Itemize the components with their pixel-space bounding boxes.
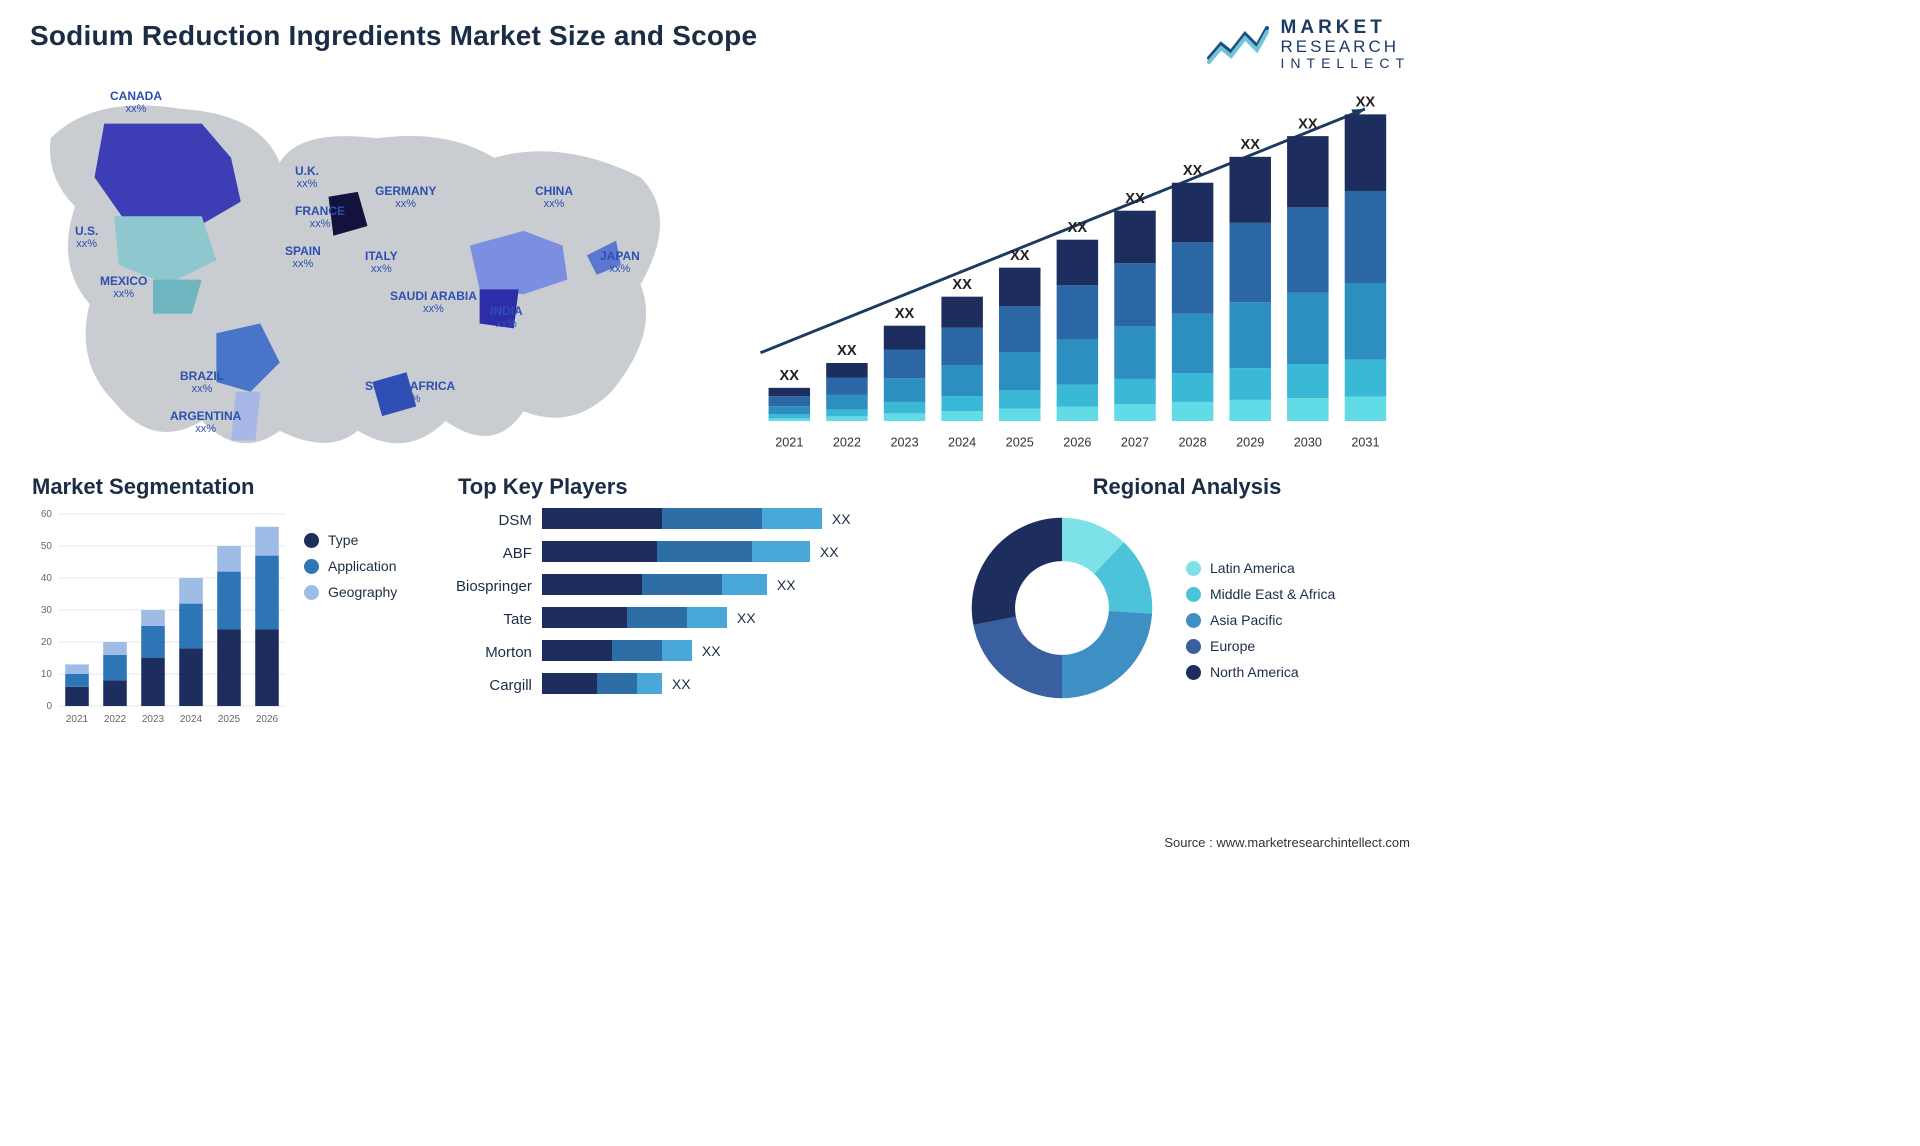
svg-text:XX: XX [895,306,915,322]
svg-text:2024: 2024 [948,435,976,449]
svg-text:XX: XX [1240,137,1260,153]
svg-text:2023: 2023 [142,714,165,725]
player-name: Morton [456,644,532,665]
svg-text:XX: XX [1068,220,1088,236]
map-label: U.K.xx% [295,165,319,190]
svg-text:2030: 2030 [1294,435,1322,449]
segmentation-legend: Type Application Geography [304,532,397,728]
legend-item: North America [1186,664,1335,680]
map-label: JAPANxx% [600,250,640,275]
player-bar-row: XX [542,574,851,595]
svg-text:20: 20 [41,637,53,648]
player-name: Biospringer [456,578,532,599]
players-title: Top Key Players [458,474,936,500]
world-map: CANADAxx% U.S.xx% MEXICOxx% BRAZILxx% ARGENT… [30,70,705,460]
source-label: Source : www.marketresearchintellect.com [1164,835,1410,850]
player-value: XX [737,610,756,626]
map-label: CHINAxx% [535,185,573,210]
svg-text:2026: 2026 [256,714,279,725]
map-label: GERMANYxx% [375,185,436,210]
brand-logo: MARKET RESEARCH INTELLECT [1207,18,1410,70]
svg-text:XX: XX [1125,191,1145,207]
player-name: Tate [456,611,532,632]
legend-item: Latin America [1186,560,1335,576]
player-value: XX [820,544,839,560]
svg-text:2025: 2025 [218,714,241,725]
map-label: MEXICOxx% [100,275,147,300]
svg-text:2028: 2028 [1179,435,1207,449]
svg-text:2022: 2022 [104,714,127,725]
map-label: BRAZILxx% [180,370,224,395]
map-label: SPAINxx% [285,245,321,270]
svg-text:XX: XX [1010,248,1030,264]
svg-text:XX: XX [837,343,857,359]
map-label: U.S.xx% [75,225,98,250]
page: Sodium Reduction Ingredients Market Size… [0,0,1440,860]
player-value: XX [672,676,691,692]
svg-text:XX: XX [1183,163,1203,179]
player-bar-row: XX [542,541,851,562]
segmentation-title: Market Segmentation [32,474,430,500]
map-label: ARGENTINAxx% [170,410,241,435]
svg-text:60: 60 [41,509,53,520]
map-label: ITALYxx% [365,250,398,275]
page-title: Sodium Reduction Ingredients Market Size… [30,20,1410,52]
svg-text:2024: 2024 [180,714,203,725]
svg-text:2021: 2021 [66,714,89,725]
svg-text:10: 10 [41,669,53,680]
regional-panel: Regional Analysis Latin America Middle Ea… [962,474,1410,728]
legend-item: Europe [1186,638,1335,654]
regional-donut [962,508,1162,708]
svg-text:50: 50 [41,541,53,552]
legend-item: Type [304,532,397,548]
svg-text:30: 30 [41,605,53,616]
players-bars: XX XX XX XX XX XX [542,508,851,698]
bottom-row: Market Segmentation 0 10 20 30 40 50 60 2021 202… [30,474,1410,728]
player-name: Cargill [456,677,532,698]
players-panel: Top Key Players DSM ABF Biospringer Tate Mor… [456,474,936,728]
player-name: DSM [456,512,532,533]
map-label: SOUTH AFRICAxx% [365,380,455,405]
svg-text:XX: XX [1298,116,1318,132]
svg-text:XX: XX [952,277,972,293]
players-names: DSM ABF Biospringer Tate Morton Cargill [456,508,532,698]
player-bar-row: XX [542,508,851,529]
map-label: FRANCExx% [295,205,345,230]
headline-chart-svg: XX 2021 XX 2022 XX 2023 XX 2024 XX 2025 XX 2026 XX 20… [735,70,1410,460]
segmentation-chart: 0 10 20 30 40 50 60 2021 2022 2023 2024 2025 2026 [30,508,290,728]
svg-text:XX: XX [780,368,800,384]
map-label: INDIAxx% [490,305,523,330]
player-bar-row: XX [542,607,851,628]
svg-text:0: 0 [46,701,52,712]
top-row: CANADAxx% U.S.xx% MEXICOxx% BRAZILxx% ARGENT… [30,70,1410,460]
svg-text:2023: 2023 [890,435,918,449]
svg-text:2026: 2026 [1063,435,1091,449]
player-bar-row: XX [542,640,851,661]
player-name: ABF [456,545,532,566]
player-value: XX [777,577,796,593]
headline-chart: XX 2021 XX 2022 XX 2023 XX 2024 XX 2025 XX 2026 XX 20… [735,70,1410,460]
legend-item: Middle East & Africa [1186,586,1335,602]
map-label: CANADAxx% [110,90,162,115]
svg-text:2031: 2031 [1351,435,1379,449]
brand-text: MARKET RESEARCH INTELLECT [1281,18,1410,70]
svg-text:2025: 2025 [1006,435,1034,449]
svg-text:2021: 2021 [775,435,803,449]
player-value: XX [832,511,851,527]
svg-text:XX: XX [1356,95,1376,111]
regional-title: Regional Analysis [964,474,1410,500]
brand-mark-icon [1207,24,1269,64]
legend-item: Application [304,558,397,574]
svg-text:2027: 2027 [1121,435,1149,449]
map-label: SAUDI ARABIAxx% [390,290,477,315]
svg-text:2029: 2029 [1236,435,1264,449]
segmentation-panel: Market Segmentation 0 10 20 30 40 50 60 2021 202… [30,474,430,728]
player-bar-row: XX [542,673,851,694]
svg-text:40: 40 [41,573,53,584]
legend-item: Geography [304,584,397,600]
regional-legend: Latin America Middle East & Africa Asia Pa… [1186,560,1335,680]
player-value: XX [702,643,721,659]
svg-text:2022: 2022 [833,435,861,449]
legend-item: Asia Pacific [1186,612,1335,628]
